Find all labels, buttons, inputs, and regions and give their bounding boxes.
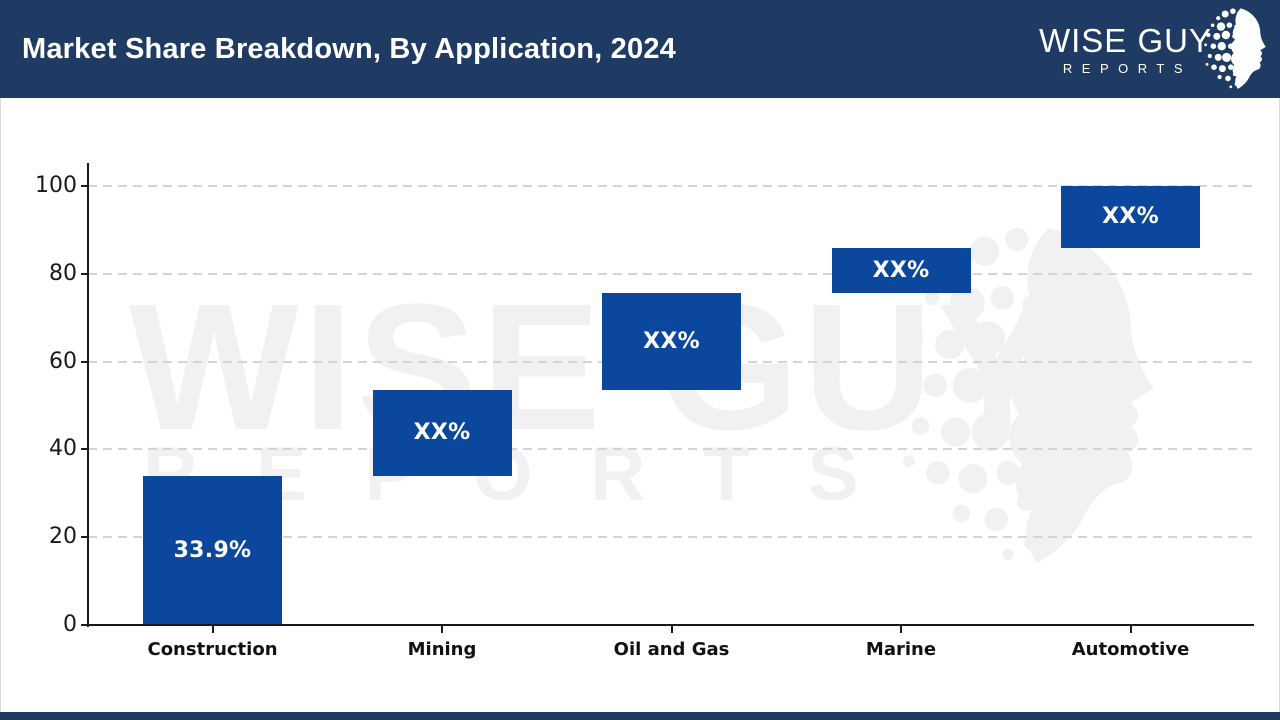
y-axis-tick [81,185,88,187]
watermark-text-line1: WISE GUY [129,267,1062,468]
x-axis-tick [211,626,214,633]
gridline-y100 [88,185,1254,187]
logo-brand-subtitle: REPORTS [1062,61,1193,76]
category-label: Mining [407,639,477,660]
category-label: Construction [147,639,278,660]
category-label: Automotive [1071,639,1190,660]
y-axis-tick-label: 60 [49,348,77,374]
y-axis-tick [81,272,88,275]
category-label: Marine [865,639,937,660]
bar-oil-and-gas: XX% [602,293,741,390]
bar-marine: XX% [831,247,971,294]
x-axis-tick [1129,626,1132,633]
bar-value-label: 33.9% [173,538,252,564]
y-axis-tick-label: 20 [49,524,77,550]
y-axis-tick [81,448,88,451]
y-axis-tick-label: 100 [35,173,77,198]
logo-brand-name: WISE GUY [1038,22,1212,59]
chart-title: Market Share Breakdown, By Application, … [22,33,676,65]
wiseguy-logo-text: WISE GUY REPORTS [1039,22,1212,76]
bar-automotive: XX% [1061,186,1200,248]
bar-construction: 33.9% [143,476,282,625]
bar-mining: XX% [372,389,512,477]
gridline-y20 [88,536,1254,539]
y-axis-tick-label: 0 [63,612,77,637]
y-axis-tick-label: 40 [49,436,77,462]
bar-value-label: XX% [1102,204,1159,230]
header-bar: Market Share Breakdown, By Application, … [0,0,1280,98]
gridline-y40 [88,448,1254,451]
footer-bar [0,712,1280,720]
x-axis-tick [900,626,902,633]
category-label: Oil and Gas [613,639,730,660]
y-axis-tick-label: 80 [49,260,77,286]
y-axis-tick [81,624,88,626]
bar-value-label: XX% [643,328,700,354]
chart-canvas: WISE GUY REPORTS 0 20 40 60 80 100 33.9% Constr… [0,98,1280,712]
y-axis-tick [81,360,88,363]
wiseguy-head-icon [1198,7,1272,91]
wiseguy-logo: WISE GUY REPORTS [1039,6,1272,92]
y-axis-tick [81,536,88,539]
bar-value-label: XX% [872,257,930,283]
x-axis-spine [87,624,1254,626]
y-axis-spine [87,163,89,627]
x-axis-tick [670,626,673,633]
x-axis-tick [441,626,443,633]
bar-value-label: XX% [413,420,471,446]
gridline-y80 [88,272,1254,275]
